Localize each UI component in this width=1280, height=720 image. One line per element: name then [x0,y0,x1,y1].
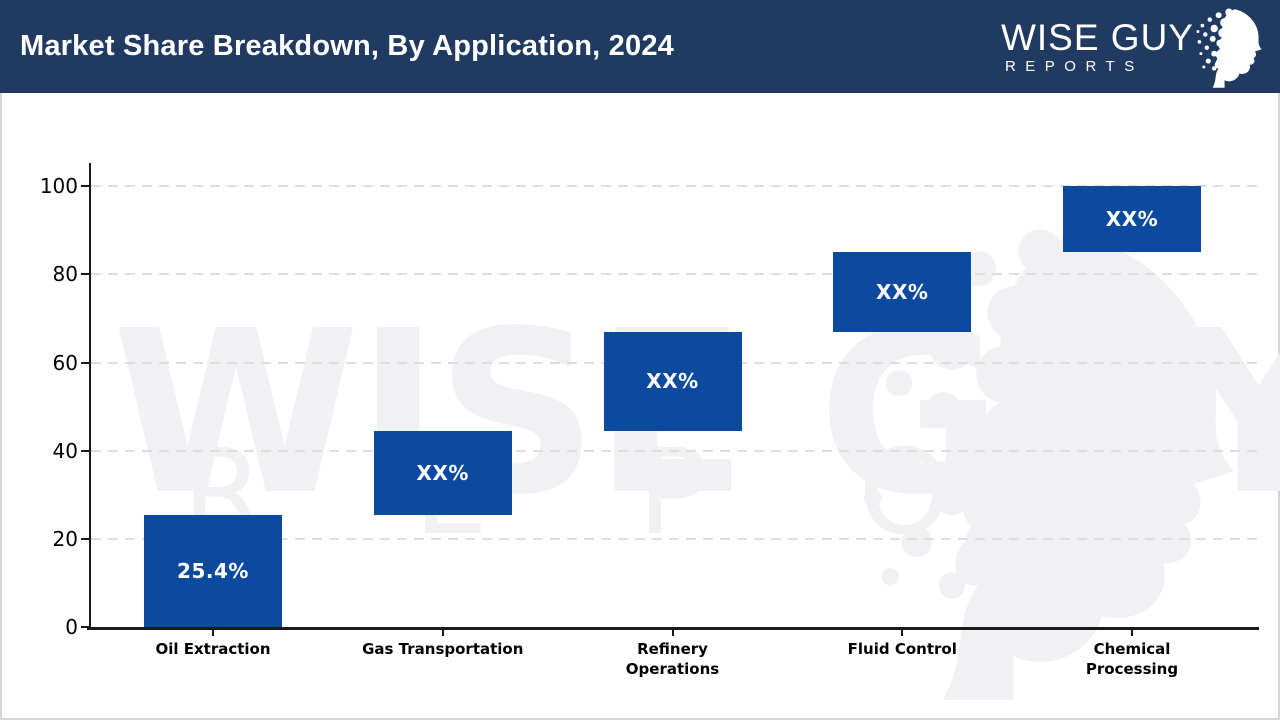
y-tick-label: 20 [52,526,78,551]
y-tick-mark [81,626,89,628]
x-axis-line [87,627,1259,630]
bar-value-label: XX% [876,280,929,305]
y-tick-label: 40 [52,438,78,463]
bar: XX% [603,331,742,431]
x-category-label: Gas Transportation [362,640,524,658]
gridline [91,273,1259,276]
page-title: Market Share Breakdown, By Application, … [20,30,674,62]
y-tick-mark [81,273,89,276]
y-tick-mark [81,361,89,364]
bar-value-label: XX% [646,369,699,394]
y-tick-label: 100 [39,174,78,199]
bar-value-label: XX% [416,460,469,485]
x-category-label: Chemical Processing [1085,640,1179,679]
gridline [91,449,1259,452]
bar-value-label: 25.4% [177,559,249,584]
x-category-label: Refinery Operations [625,640,720,679]
y-tick-label: 80 [52,262,78,287]
y-tick-mark [81,185,89,188]
brand-subname: REPORTS [1004,58,1144,75]
x-tick-mark [441,627,444,636]
gridline [91,537,1259,540]
y-tick-mark [81,449,89,452]
brand-name: WISE GUY [1000,17,1194,58]
bar: XX% [373,430,512,516]
bar-value-label: XX% [1105,207,1159,232]
brand-logo: WISE GUY REPORTS [1001,6,1266,88]
bar: XX% [833,252,972,332]
x-tick-mark [901,627,904,636]
y-axis-line [89,163,91,630]
y-tick-label: 60 [52,350,78,375]
x-tick-mark [1131,627,1133,636]
x-category-label: Oil Extraction [155,640,271,658]
dotted-head-logo-icon [1196,8,1262,88]
y-tick-label: 0 [65,615,78,639]
bar: 25.4% [144,515,282,627]
x-tick-mark [212,627,214,636]
y-tick-mark [81,537,89,540]
x-category-label: Fluid Control [847,640,957,658]
bar: XX% [1063,186,1201,253]
x-tick-mark [671,627,674,636]
header-bar: Market Share Breakdown, By Application, … [0,0,1280,93]
brand-logo-text: WISE GUY REPORTS [1001,19,1194,74]
gridline [91,185,1259,188]
